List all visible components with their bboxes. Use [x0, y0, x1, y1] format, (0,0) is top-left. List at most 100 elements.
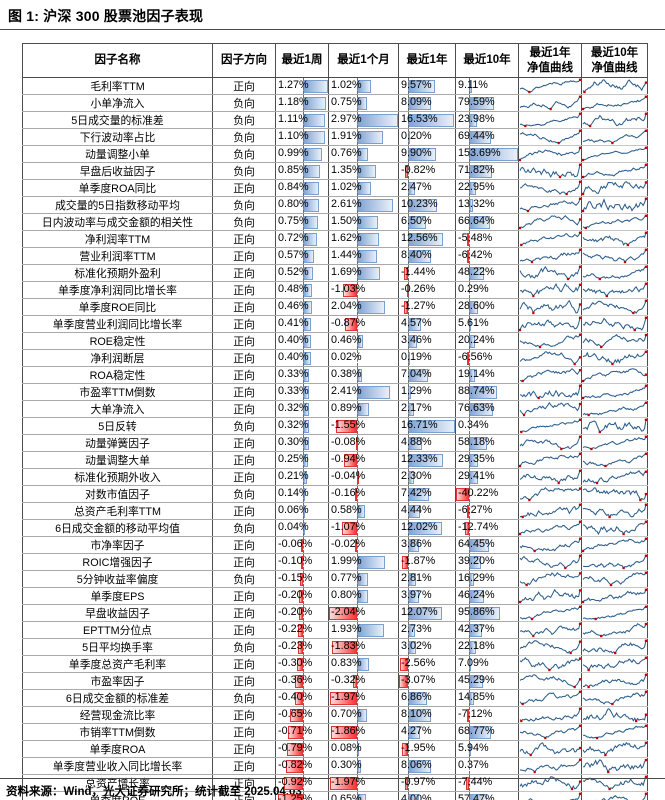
- return-value: 0.34%: [458, 419, 489, 432]
- nav-sparkline-10y: [582, 316, 647, 332]
- spark-marker: [605, 294, 608, 298]
- spark-marker: [528, 498, 531, 502]
- nav-sparkline-1y-cell: [518, 655, 582, 673]
- return-value: 2.30%: [401, 470, 432, 483]
- data-bar-axis: [407, 146, 409, 162]
- spark-line: [582, 657, 647, 672]
- return-value: 7.04%: [401, 368, 432, 381]
- nav-sparkline-1y: [519, 401, 581, 417]
- factor-row: 毛利率TTM 正向 1.27% 1.02% 9.57% 9.11%: [22, 77, 648, 95]
- data-bar-axis: [357, 622, 359, 638]
- data-bar-axis: [302, 163, 304, 179]
- spark-line: [519, 572, 581, 586]
- nav-sparkline-1y: [519, 742, 581, 757]
- nav-sparkline-1y: [519, 418, 581, 434]
- return-cell-y: -3.07%: [398, 672, 456, 690]
- spark-marker: [578, 657, 581, 660]
- data-bar-axis: [468, 486, 470, 502]
- spark-marker: [578, 218, 581, 221]
- return-cell-y: 3.02%: [398, 638, 456, 656]
- nav-sparkline-10y: [582, 759, 647, 774]
- nav-sparkline-10y-cell: [581, 213, 648, 231]
- spark-marker: [644, 333, 647, 337]
- data-bar-axis: [357, 197, 359, 213]
- data-bar-axis: [302, 384, 304, 400]
- data-bar-axis: [357, 146, 359, 162]
- return-cell-y: 12.56%: [398, 230, 456, 248]
- data-bar-axis: [302, 656, 304, 672]
- nav-sparkline-1y-cell: [518, 706, 582, 724]
- return-cell-m: 0.08%: [328, 740, 399, 758]
- negative-data-bar: [355, 538, 358, 552]
- spark-line: [582, 232, 647, 246]
- data-bar-axis: [357, 299, 359, 315]
- nav-sparkline-10y-cell: [581, 740, 648, 758]
- data-bar-axis: [468, 265, 470, 281]
- factor-row: 早盘后收益因子 负向 0.85% 1.35% -0.82% 71.82%: [22, 162, 648, 180]
- return-cell-w: 0.25%: [275, 451, 329, 469]
- factor-row: 大单净流入 正向 0.32% 0.89% 2.17% 76.63%: [22, 400, 648, 418]
- factor-name-cell: 小单净流入: [22, 94, 213, 112]
- return-cell-y10: 20.24%: [455, 332, 519, 350]
- factor-name-cell: 净利润率TTM: [22, 230, 213, 248]
- data-bar-axis: [357, 639, 359, 655]
- nav-sparkline-10y-cell: [581, 162, 648, 180]
- return-cell-w: -1.25%: [275, 791, 329, 800]
- figure-title: 图 1: 沪深 300 股票池因子表现: [8, 8, 204, 24]
- data-bar-axis: [357, 435, 359, 451]
- return-value: 0.38%: [331, 368, 362, 381]
- spark-marker: [644, 605, 647, 609]
- return-cell-m: 1.91%: [328, 128, 399, 146]
- factor-row: 动量调整大单 正向 0.25% -0.94% 12.33% 29.35%: [22, 451, 648, 469]
- return-value: 0.32%: [278, 419, 309, 432]
- factor-name-cell: 日内波动率与成交金额的相关性: [22, 213, 213, 231]
- spark-marker: [537, 396, 540, 400]
- spark-marker: [584, 226, 588, 230]
- return-value: 0.04%: [278, 521, 309, 534]
- data-bar-axis: [302, 486, 304, 502]
- factor-direction-cell: 正向: [212, 553, 276, 571]
- data-bar-axis: [468, 758, 470, 774]
- spark-line: [582, 691, 647, 705]
- data-bar-axis: [302, 452, 304, 468]
- return-cell-w: -0.40%: [275, 689, 329, 707]
- return-value: 0.19%: [401, 351, 432, 364]
- spark-marker: [521, 702, 524, 706]
- factor-name-cell: 对数市值因子: [22, 485, 213, 503]
- return-cell-y: 8.06%: [398, 757, 456, 775]
- factor-name-cell: 5日反转: [22, 417, 213, 435]
- nav-sparkline-10y-cell: [581, 264, 648, 282]
- data-bar-axis: [357, 180, 359, 196]
- return-value: -1.25%: [278, 793, 313, 800]
- data-bar-axis: [468, 78, 470, 94]
- return-value: 4.88%: [401, 436, 432, 449]
- return-cell-m: -0.32%: [328, 672, 399, 690]
- nav-sparkline-1y-cell: [518, 179, 582, 197]
- return-cell-y10: 42.37%: [455, 621, 519, 639]
- spark-marker: [595, 481, 599, 485]
- return-value: 1.10%: [278, 130, 309, 143]
- return-cell-y: 4.88%: [398, 434, 456, 452]
- return-value: 0.06%: [278, 504, 309, 517]
- nav-sparkline-1y-cell: [518, 247, 582, 265]
- negative-data-bar: [467, 232, 470, 246]
- nav-sparkline-1y: [519, 197, 581, 213]
- data-bar-axis: [302, 299, 304, 315]
- spark-line: [519, 385, 581, 399]
- return-value: 0.14%: [278, 487, 309, 500]
- data-bar-axis: [357, 129, 359, 145]
- nav-sparkline-10y-cell: [581, 94, 648, 112]
- nav-sparkline-10y-cell: [581, 366, 648, 384]
- data-bar-axis: [468, 418, 470, 434]
- data-bar-axis: [407, 129, 409, 145]
- nav-sparkline-1y-cell: [518, 485, 582, 503]
- factor-direction-cell: 正向: [212, 621, 276, 639]
- spark-marker: [632, 311, 635, 315]
- spark-marker: [578, 418, 581, 422]
- spark-line: [582, 368, 647, 382]
- factor-row: 市净率因子 正向 -0.06% -0.02% 3.86% 64.45%: [22, 536, 648, 554]
- nav-sparkline-10y: [583, 673, 647, 689]
- negative-data-bar: [335, 419, 358, 433]
- nav-sparkline-1y-cell: [518, 468, 582, 486]
